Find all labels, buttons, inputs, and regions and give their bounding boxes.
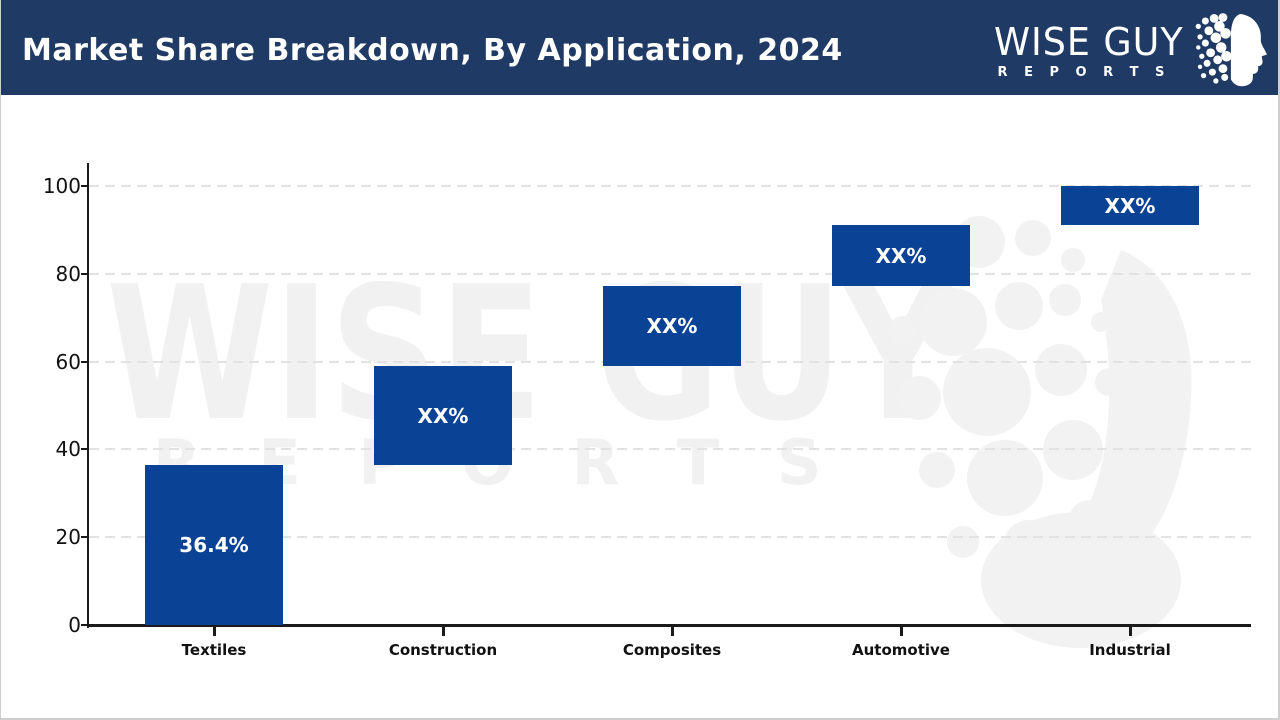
bar-composites: XX% (603, 286, 741, 366)
gridline-20 (89, 536, 1251, 539)
gridline-100 (89, 185, 1251, 187)
x-tick-textiles (213, 627, 216, 636)
y-axis-line (87, 163, 89, 628)
bar-value-label: XX% (875, 243, 927, 268)
y-tick-60 (81, 360, 89, 363)
y-tick-label-20: 20 (55, 525, 81, 550)
y-tick-20 (81, 536, 89, 539)
header: Market Share Breakdown, By Application, … (1, 0, 1278, 95)
bar-value-label: XX% (417, 403, 469, 428)
wise-guy-logo: WISE GUY R E P O R T S (994, 12, 1267, 90)
x-tick-industrial (1129, 627, 1132, 636)
bar-industrial: XX% (1061, 186, 1199, 226)
y-tick-80 (81, 272, 89, 275)
y-tick-0 (81, 624, 89, 626)
x-axis-label-industrial: Industrial (1089, 641, 1171, 659)
y-tick-label-60: 60 (55, 349, 81, 374)
logo-head-icon (1195, 13, 1267, 87)
x-tick-construction (442, 627, 445, 636)
gridline-80 (89, 272, 1251, 275)
logo-text: WISE GUY R E P O R T S (994, 23, 1191, 80)
bar-automotive: XX% (832, 225, 970, 287)
bar-value-label: XX% (646, 314, 698, 339)
y-tick-label-100: 100 (42, 174, 81, 198)
bar-value-label: 36.4% (179, 533, 249, 558)
y-tick-label-40: 40 (55, 437, 81, 462)
y-tick-label-0: 0 (68, 613, 81, 637)
logo-subtext: R E P O R T S (997, 64, 1171, 80)
x-axis-line (87, 624, 1251, 627)
bar-construction: XX% (374, 365, 512, 466)
x-axis-label-textiles: Textiles (181, 641, 247, 659)
x-axis-label-construction: Construction (388, 641, 498, 659)
x-axis-label-composites: Composites (622, 641, 722, 659)
x-tick-automotive (900, 627, 903, 636)
gridline-40 (89, 448, 1251, 451)
page-title: Market Share Breakdown, By Application, … (22, 33, 843, 68)
bar-textiles: 36.4% (145, 465, 283, 625)
y-tick-100 (81, 185, 89, 187)
y-tick-40 (81, 448, 89, 451)
bar-value-label: XX% (1104, 193, 1156, 218)
x-tick-composites (671, 627, 674, 636)
x-axis-label-automotive: Automotive (852, 641, 950, 659)
y-tick-label-80: 80 (55, 261, 81, 286)
logo-wordmark: WISE GUY (993, 19, 1184, 64)
